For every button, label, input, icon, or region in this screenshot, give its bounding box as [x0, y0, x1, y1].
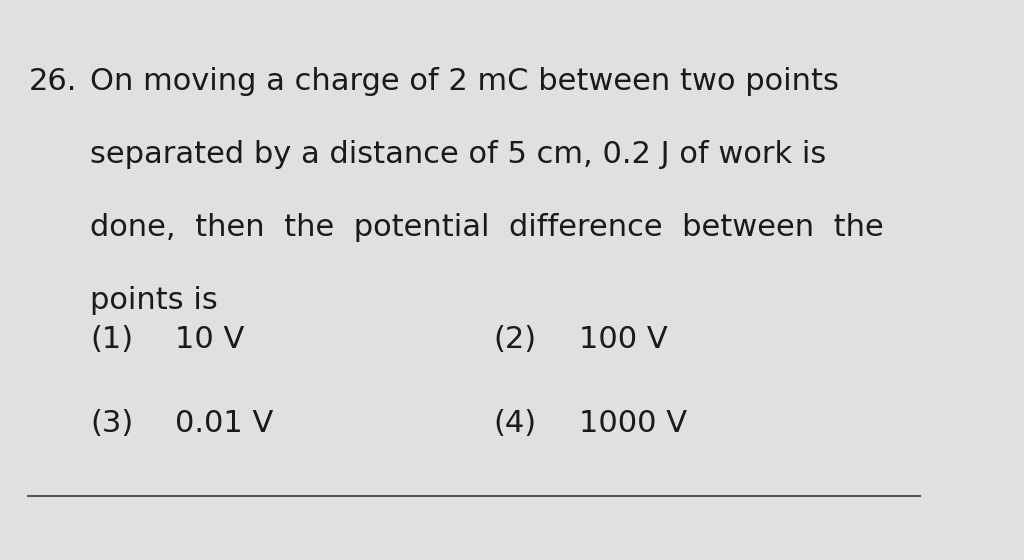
Text: points is: points is: [90, 286, 218, 315]
Text: (3): (3): [90, 409, 133, 438]
Text: (4): (4): [494, 409, 537, 438]
Text: 0.01 V: 0.01 V: [175, 409, 273, 438]
Text: (2): (2): [494, 325, 537, 354]
Text: 1000 V: 1000 V: [579, 409, 687, 438]
Text: 26.: 26.: [29, 67, 77, 96]
Text: separated by a distance of 5 cm, 0.2 J of work is: separated by a distance of 5 cm, 0.2 J o…: [90, 140, 826, 169]
Text: (1): (1): [90, 325, 133, 354]
Text: On moving a charge of 2 mC between two points: On moving a charge of 2 mC between two p…: [90, 67, 839, 96]
Text: done,  then  the  potential  difference  between  the: done, then the potential difference betw…: [90, 213, 884, 242]
Text: 100 V: 100 V: [579, 325, 668, 354]
Text: 10 V: 10 V: [175, 325, 245, 354]
